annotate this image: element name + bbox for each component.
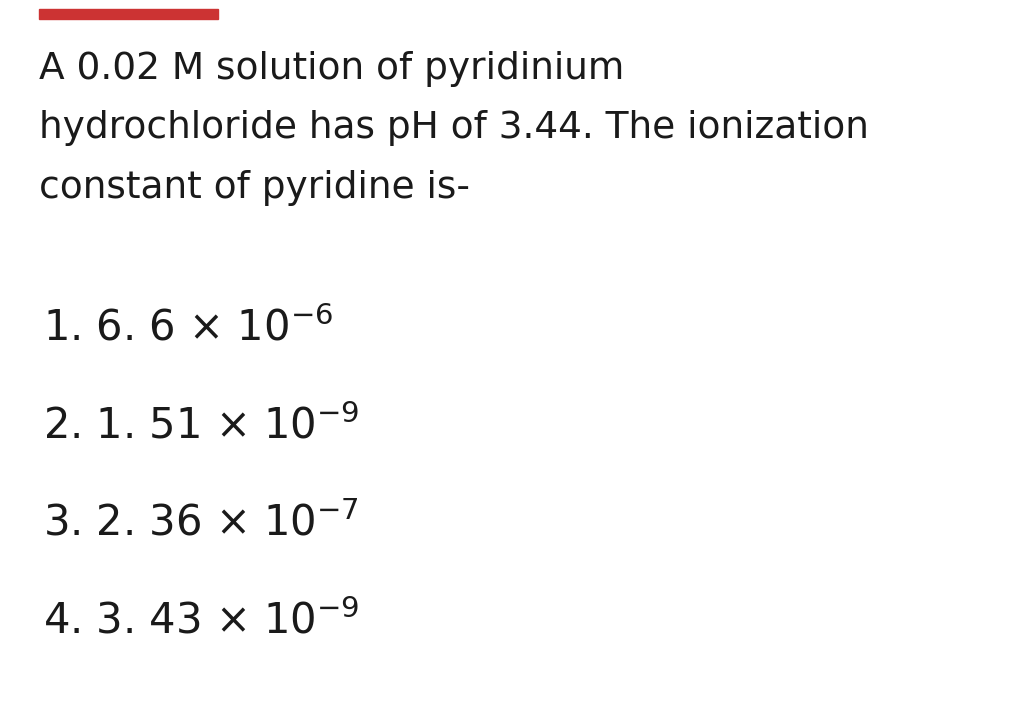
Text: 2. 1. 51 × 10$^{-9}$: 2. 1. 51 × 10$^{-9}$ xyxy=(43,405,359,447)
FancyBboxPatch shape xyxy=(39,9,218,19)
Text: 4. 3. 43 × 10$^{-9}$: 4. 3. 43 × 10$^{-9}$ xyxy=(43,600,359,642)
Text: constant of pyridine is-: constant of pyridine is- xyxy=(39,170,470,206)
Text: 3. 2. 36 × 10$^{-7}$: 3. 2. 36 × 10$^{-7}$ xyxy=(43,503,359,544)
Text: 1. 6. 6 × 10$^{-6}$: 1. 6. 6 × 10$^{-6}$ xyxy=(43,308,333,349)
Text: A 0.02 M solution of pyridinium: A 0.02 M solution of pyridinium xyxy=(39,51,625,87)
Text: hydrochloride has pH of 3.44. The ionization: hydrochloride has pH of 3.44. The ioniza… xyxy=(39,110,868,147)
